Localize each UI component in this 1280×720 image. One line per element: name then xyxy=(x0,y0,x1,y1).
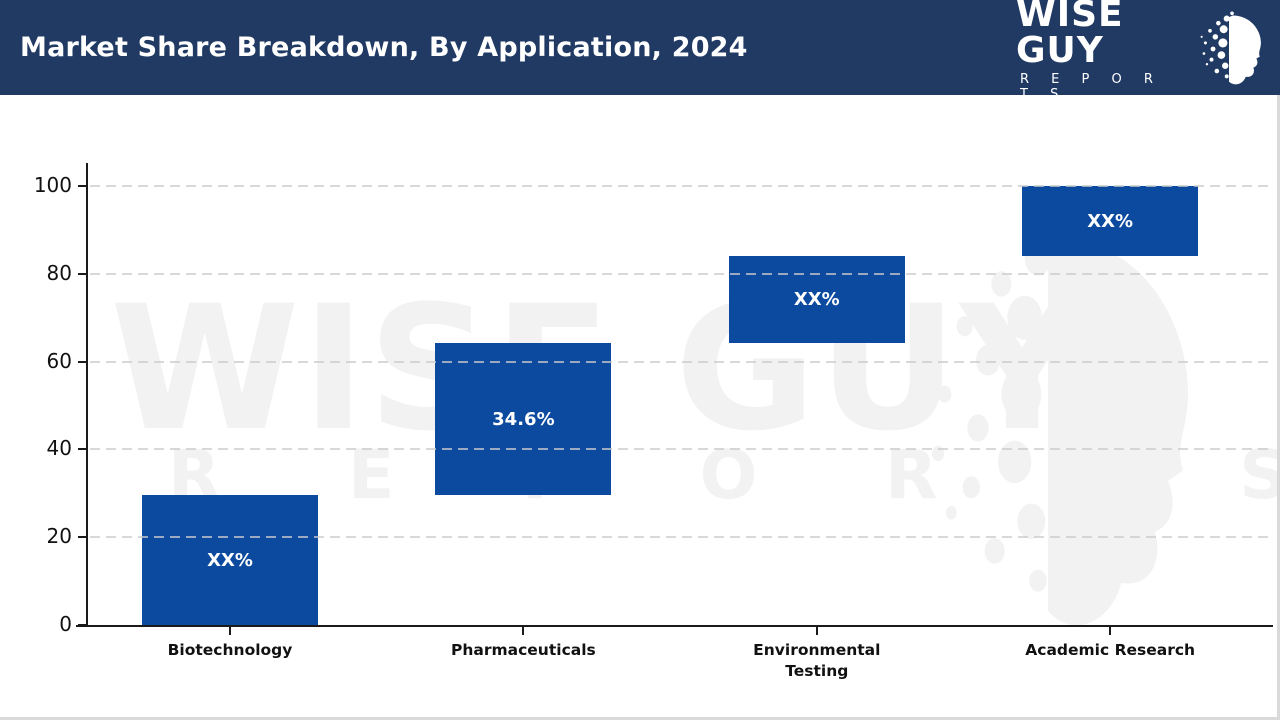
y-tick-label-80: 80 xyxy=(46,260,72,285)
bar-academic-research: XX% xyxy=(1022,186,1199,257)
gridline-100 xyxy=(90,185,1272,187)
page-title: Market Share Breakdown, By Application, … xyxy=(20,32,748,63)
y-tick-20 xyxy=(78,536,87,539)
y-tick-80 xyxy=(78,272,87,275)
wiseguy-logo: WISE GUY R E P O R T S xyxy=(1016,0,1266,102)
bar-biotechnology: XX% xyxy=(142,495,318,625)
y-tick-label-20: 20 xyxy=(46,524,72,549)
wiseguy-head-icon xyxy=(1200,11,1261,85)
y-tick-label-0: 0 xyxy=(59,612,72,636)
bar-value-label-academic-research: XX% xyxy=(1087,210,1134,232)
x-tick-environmental-testing xyxy=(815,627,818,635)
y-tick-40 xyxy=(78,448,87,451)
gridline-40 xyxy=(90,448,1272,451)
gridline-20 xyxy=(90,536,1272,539)
y-tick-100 xyxy=(78,185,87,187)
y-axis-spine xyxy=(86,163,88,627)
bottom-border xyxy=(0,717,1280,720)
gridline-60 xyxy=(90,360,1272,363)
y-tick-60 xyxy=(78,360,87,363)
bar-value-label-pharmaceuticals: 34.6% xyxy=(492,408,555,430)
logo-subtitle: R E P O R T S xyxy=(1020,71,1162,102)
x-tick-label-biotechnology: Biotechnology xyxy=(167,641,293,659)
wiseguy-head-watermark xyxy=(923,218,1188,626)
bar-value-label-environmental-testing: XX% xyxy=(793,289,840,311)
x-tick-academic-research xyxy=(1109,627,1112,635)
y-tick-label-100: 100 xyxy=(33,173,72,197)
x-tick-biotechnology xyxy=(229,627,231,635)
right-border xyxy=(1277,95,1280,720)
bar-environmental-testing: XX% xyxy=(728,256,905,344)
bar-pharmaceuticals: 34.6% xyxy=(435,343,612,496)
x-tick-label-environmental-testing: Environmental Testing xyxy=(753,641,881,680)
logo-text: WISE GUY R E P O R T S xyxy=(1016,0,1190,102)
y-tick-label-60: 60 xyxy=(46,348,72,373)
x-tick-pharmaceuticals xyxy=(522,627,525,635)
x-tick-label-academic-research: Academic Research xyxy=(1025,641,1196,659)
bar-value-label-biotechnology: XX% xyxy=(207,549,253,571)
gridline-80 xyxy=(90,272,1272,275)
x-tick-label-pharmaceuticals: Pharmaceuticals xyxy=(451,641,596,659)
header-bar: Market Share Breakdown, By Application, … xyxy=(0,0,1280,102)
x-axis-spine xyxy=(76,625,1273,627)
logo-name: WISE GUY xyxy=(1016,0,1124,71)
y-tick-label-40: 40 xyxy=(46,436,72,461)
